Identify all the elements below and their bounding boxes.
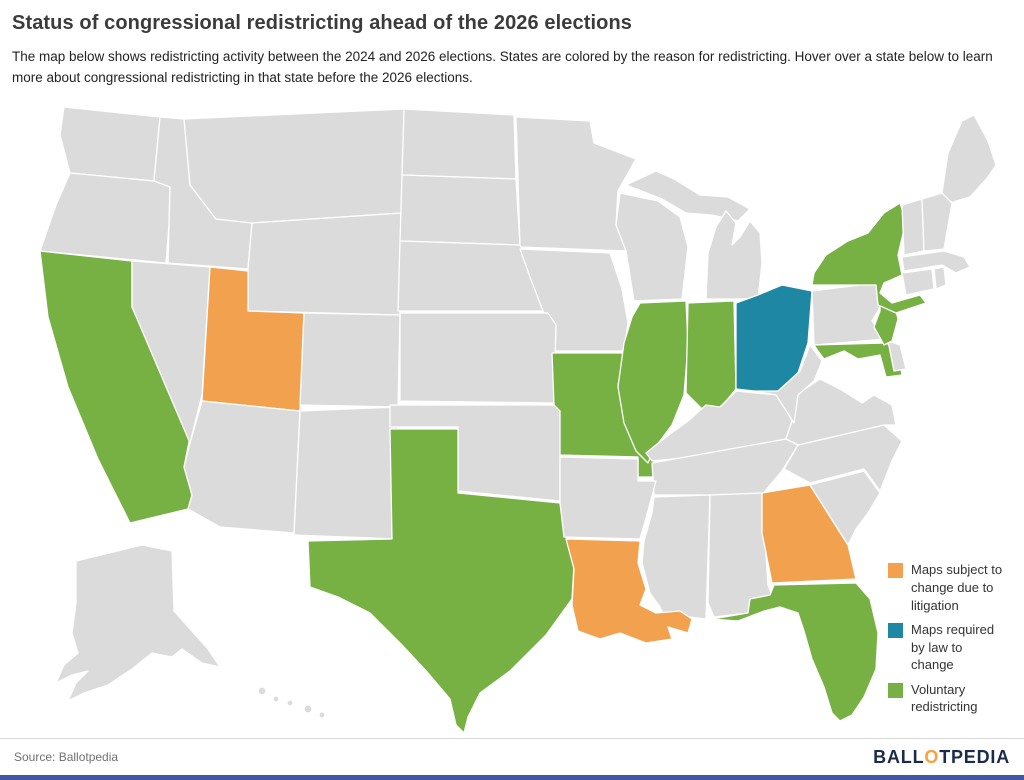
state-CT[interactable]	[901, 268, 935, 296]
legend-item-voluntary: Voluntary redistricting	[888, 681, 1008, 716]
state-NH[interactable]	[921, 192, 953, 252]
state-MA[interactable]	[901, 250, 971, 274]
page-title: Status of congressional redistricting ah…	[12, 12, 632, 34]
state-VT[interactable]	[901, 198, 925, 256]
source-text: Source: Ballotpedia	[14, 750, 119, 764]
state-DE[interactable]	[887, 340, 907, 372]
legend-label-litigation: Maps subject to change due to litigation	[911, 562, 1003, 613]
map-legend: Maps subject to change due to litigation…	[888, 561, 1008, 722]
state-AK[interactable]	[55, 544, 221, 702]
state-LA[interactable]	[565, 538, 693, 644]
bottom-accent-bar	[0, 775, 1024, 780]
state-MI[interactable]	[705, 210, 763, 300]
page-subtitle: The map below shows redistricting activi…	[12, 49, 993, 85]
state-AZ[interactable]	[183, 400, 301, 534]
state-FL[interactable]	[711, 582, 879, 722]
legend-swatch-required	[888, 623, 903, 639]
map-container: Maps subject to change due to litigation…	[0, 93, 1024, 741]
state-KS[interactable]	[399, 312, 557, 404]
state-HI[interactable]	[257, 686, 267, 696]
logo-text-accent: O	[924, 746, 940, 767]
legend-label-required: Maps required by law to change	[911, 622, 995, 673]
logo-text-post: TPEDIA	[939, 746, 1010, 767]
header: Status of congressional redistricting ah…	[0, 0, 1024, 89]
state-MS[interactable]	[641, 494, 711, 626]
state-MN[interactable]	[515, 116, 637, 252]
state-NV[interactable]	[131, 260, 211, 444]
state-HI[interactable]	[286, 699, 294, 707]
legend-item-required: Maps required by law to change	[888, 621, 1008, 674]
state-HI[interactable]	[272, 695, 280, 703]
footer: Source: Ballotpedia BALLOTPEDIA	[0, 738, 1024, 775]
state-WA[interactable]	[59, 106, 161, 182]
legend-label-voluntary: Voluntary redistricting	[911, 681, 978, 715]
state-SC[interactable]	[809, 470, 881, 546]
state-ND[interactable]	[401, 108, 517, 180]
state-IN[interactable]	[685, 300, 737, 412]
state-ME[interactable]	[941, 114, 997, 204]
state-HI[interactable]	[303, 704, 313, 714]
state-WY[interactable]	[247, 212, 403, 316]
legend-swatch-litigation	[888, 563, 903, 579]
state-WI[interactable]	[615, 192, 689, 302]
state-NM[interactable]	[293, 406, 399, 540]
state-HI[interactable]	[318, 711, 326, 719]
state-VA[interactable]	[785, 378, 897, 446]
state-SD[interactable]	[399, 174, 521, 246]
legend-item-litigation: Maps subject to change due to litigation	[888, 561, 1008, 614]
state-PA[interactable]	[811, 282, 887, 346]
us-map	[39, 106, 997, 733]
state-RI[interactable]	[933, 266, 947, 290]
state-AR[interactable]	[559, 456, 657, 540]
state-MT[interactable]	[183, 108, 405, 224]
logo-text-pre: BALL	[873, 746, 925, 767]
state-MI-upper-peninsula[interactable]	[625, 170, 751, 222]
legend-swatch-voluntary	[888, 682, 903, 698]
state-WV[interactable]	[753, 344, 823, 424]
state-OR[interactable]	[39, 172, 173, 264]
state-CO[interactable]	[299, 312, 401, 408]
state-OH[interactable]	[735, 284, 813, 394]
ballotpedia-logo: BALLOTPEDIA	[873, 747, 1010, 768]
